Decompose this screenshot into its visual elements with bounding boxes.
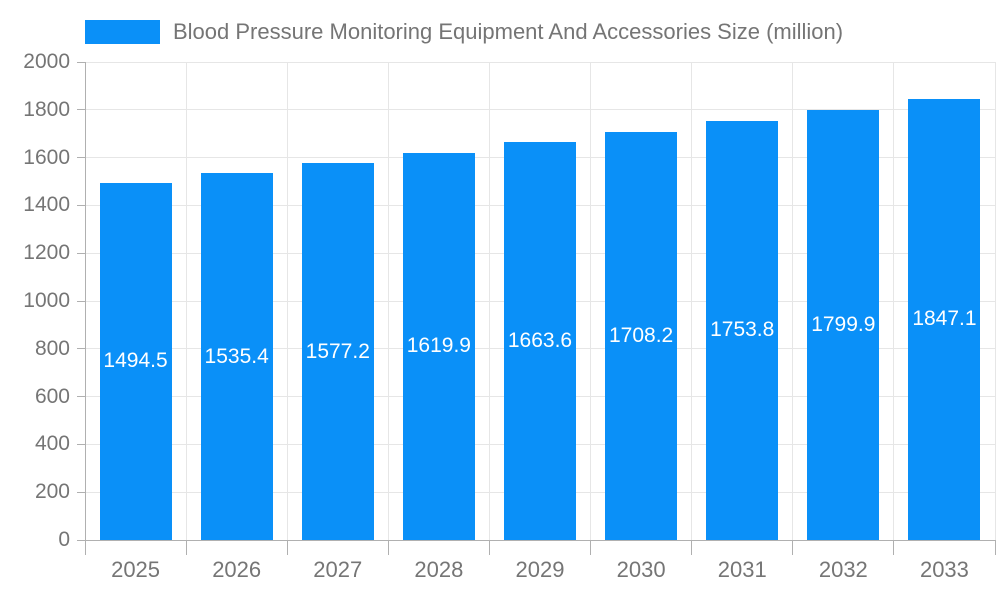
bar[interactable]: 1494.5 (99, 182, 172, 540)
bar[interactable]: 1708.2 (605, 131, 678, 540)
x-axis-label: 2027 (313, 557, 363, 582)
bar-value-label: 1494.5 (103, 349, 168, 373)
bar-value-label: 1577.2 (305, 339, 370, 363)
x-axis-tick (387, 540, 389, 555)
x-axis-tick (792, 540, 794, 555)
bar[interactable]: 1663.6 (504, 142, 576, 540)
grid-line-vertical (792, 62, 794, 540)
y-axis-tick (77, 157, 85, 159)
x-axis-tick (893, 540, 895, 555)
bar-value-label: 1753.8 (710, 318, 775, 342)
bar-value-label: 1799.9 (811, 312, 876, 336)
x-axis-label: 2033 (919, 557, 969, 582)
grid-line-vertical (691, 62, 693, 540)
grid-line-vertical (994, 62, 996, 540)
bar[interactable]: 1799.9 (807, 109, 880, 540)
y-axis-label: 1200 (23, 241, 70, 265)
y-axis-tick (77, 300, 85, 302)
grid-line-horizontal (85, 61, 995, 63)
y-axis-label: 200 (34, 480, 70, 504)
x-axis-tick (590, 540, 592, 555)
bar[interactable]: 1847.1 (908, 98, 981, 540)
x-axis-label: 2030 (616, 557, 666, 582)
bar-value-label: 1663.6 (507, 329, 573, 353)
y-axis-tick (77, 491, 85, 493)
y-axis-tick (77, 348, 85, 350)
y-axis-label: 1600 (23, 145, 70, 169)
grid-line-vertical (488, 62, 490, 540)
bar-value-label: 1847.1 (912, 307, 977, 331)
bar[interactable]: 1535.4 (200, 173, 273, 540)
x-axis-label: 2025 (111, 557, 161, 582)
y-axis-tick (77, 61, 85, 63)
bar-value-label: 1708.2 (608, 323, 674, 347)
grid-line-horizontal (85, 539, 995, 541)
y-axis-tick (77, 252, 85, 254)
bar-value-label: 1619.9 (406, 334, 471, 358)
bar-value-label: 1535.4 (204, 344, 269, 368)
grid-line-vertical (893, 62, 895, 540)
y-axis-label: 1400 (23, 193, 70, 217)
legend-label[interactable]: Blood Pressure Monitoring Equipment And … (173, 19, 844, 44)
y-axis-tick (77, 396, 85, 398)
y-axis-tick (77, 109, 85, 111)
grid-line-vertical (286, 62, 288, 540)
bar[interactable]: 1577.2 (301, 163, 374, 540)
y-axis-tick (77, 204, 85, 206)
x-axis-tick (488, 540, 490, 555)
y-axis-tick (77, 443, 85, 445)
y-axis-label: 400 (34, 432, 70, 456)
y-axis-label: 2000 (23, 50, 70, 73)
y-axis-label: 1800 (23, 97, 70, 121)
y-axis-label: 800 (34, 336, 70, 360)
grid-line-vertical (185, 62, 187, 540)
y-axis-tick (77, 539, 85, 541)
x-axis-tick (994, 540, 996, 555)
grid-line-horizontal (85, 109, 995, 111)
x-axis-label: 2028 (414, 557, 464, 582)
x-axis-label: 2029 (515, 557, 565, 582)
legend[interactable]: Blood Pressure Monitoring Equipment And … (85, 19, 843, 45)
x-axis-label: 2026 (212, 557, 262, 582)
x-axis-tick (286, 540, 288, 555)
grid-line-vertical (387, 62, 389, 540)
legend-swatch[interactable] (85, 20, 160, 44)
x-axis-label: 2031 (717, 557, 767, 582)
y-axis-label: 1000 (23, 289, 70, 312)
y-axis-label: 0 (58, 528, 70, 551)
bar[interactable]: 1753.8 (706, 120, 779, 540)
x-axis-tick (185, 540, 187, 555)
x-axis-label: 2032 (818, 557, 868, 582)
x-axis-tick (691, 540, 693, 555)
grid-line-vertical (590, 62, 592, 540)
bar[interactable]: 1619.9 (402, 152, 475, 540)
y-axis-line (84, 62, 86, 555)
y-axis-label: 600 (34, 384, 70, 408)
